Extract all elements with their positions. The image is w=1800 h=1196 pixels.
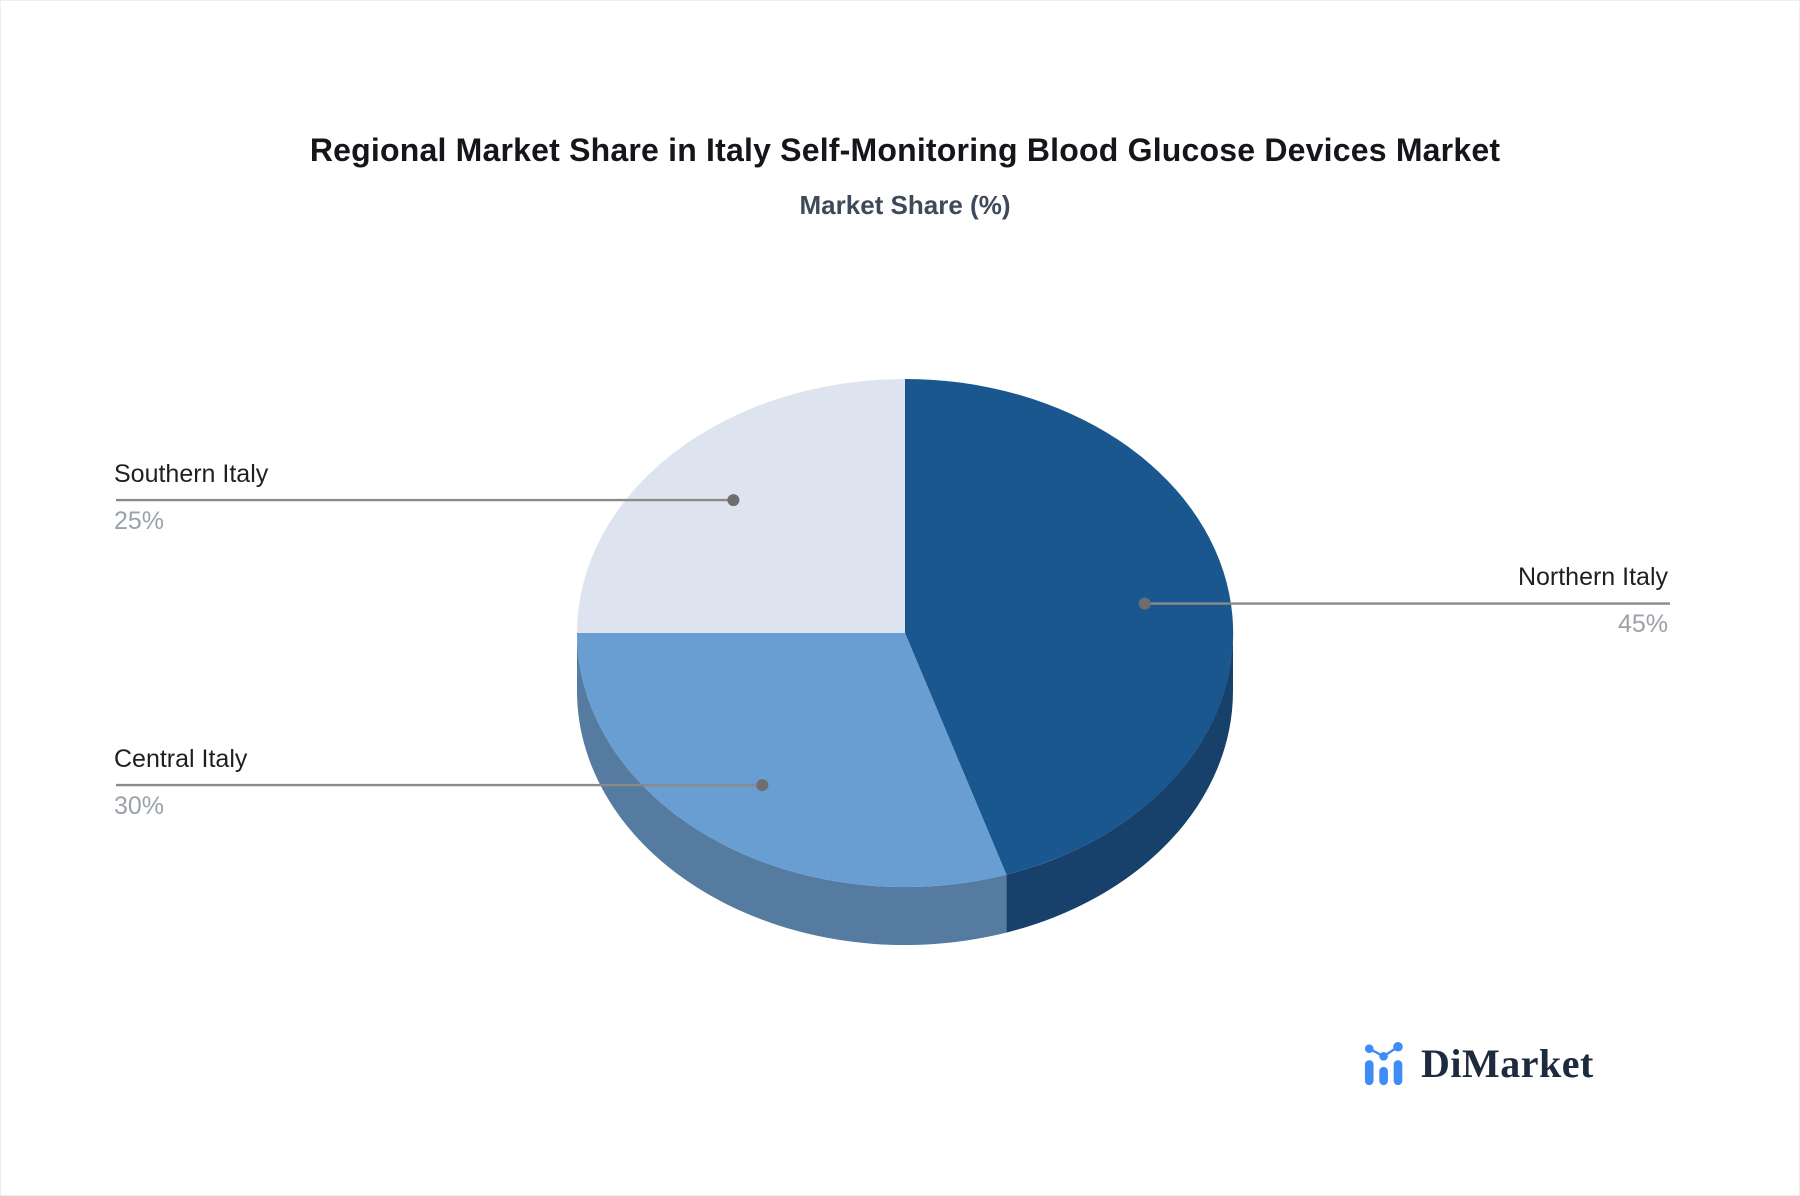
pie-value-central-italy: 30%	[114, 792, 165, 820]
chart-subtitle: Market Share (%)	[799, 190, 1011, 220]
pie-label-northern-italy: Northern Italy	[1517, 563, 1668, 591]
pie-value-southern-italy: 25%	[114, 507, 165, 535]
bar-line-chart-icon	[1364, 1041, 1403, 1085]
pie-value-northern-italy: 45%	[1617, 610, 1668, 638]
chart-title: Regional Market Share in Italy Self-Moni…	[309, 132, 1501, 168]
dimarket-logo: DiMarket	[1363, 1040, 1594, 1087]
pie-label-central-italy: Central Italy	[114, 745, 248, 773]
logo-text: DiMarket	[1421, 1041, 1594, 1086]
pie-label-southern-italy: Southern Italy	[114, 460, 269, 488]
